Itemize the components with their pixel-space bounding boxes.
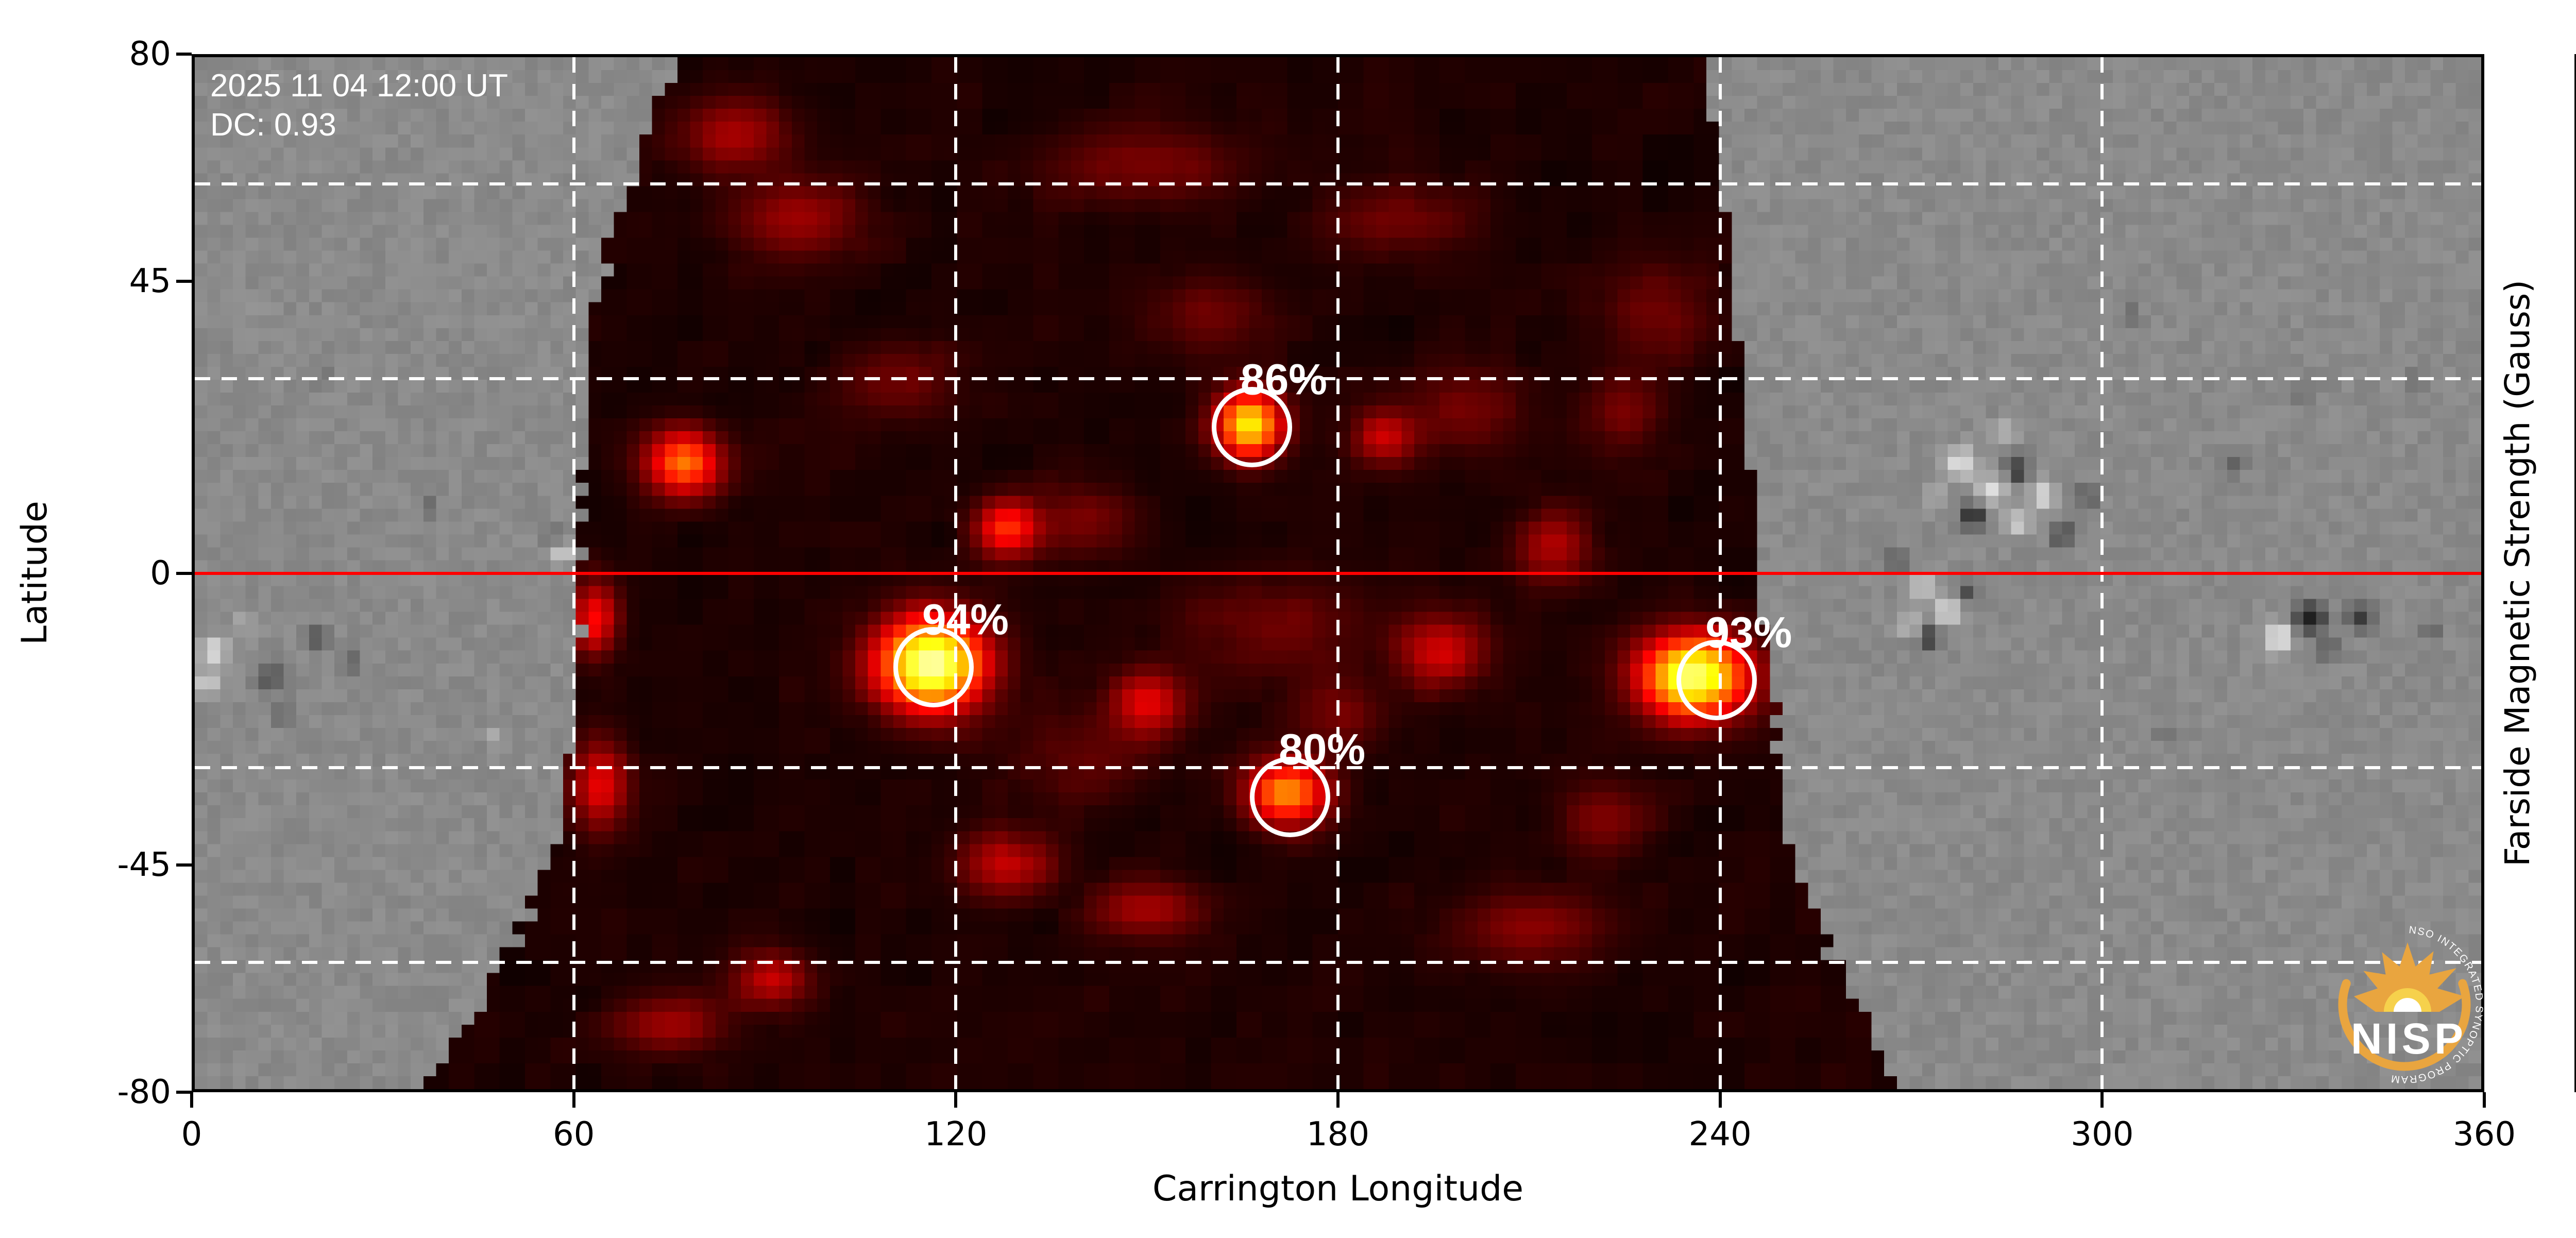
nisp-logo-sun (2354, 942, 2465, 1012)
x-tick-label-180: 180 (1306, 1115, 1370, 1154)
active-region-probability-86: 86% (1240, 355, 1327, 404)
x-axis-label: Carrington Longitude (1152, 1168, 1524, 1209)
gridline-lat--60 (195, 961, 2481, 964)
active-region-probability-94: 94% (922, 595, 1009, 644)
y-tick-mark-80 (176, 53, 192, 56)
gridline-lat-30 (195, 377, 2481, 380)
active-region-circle-80 (1250, 756, 1331, 837)
x-tick-label-120: 120 (924, 1115, 988, 1154)
active-region-circle-93 (1676, 640, 1757, 720)
y-tick-label-0: 0 (150, 554, 171, 592)
y-tick-label-80: 80 (129, 35, 171, 73)
y-tick-mark-45 (176, 279, 192, 283)
active-region-circle-86 (1211, 386, 1292, 467)
y-tick-label--45: -45 (117, 846, 171, 885)
nisp-logo-ring (2338, 979, 2471, 1071)
x-tick-label-60: 60 (552, 1115, 595, 1154)
x-tick-mark-240 (1718, 1092, 1722, 1108)
y-tick-label-45: 45 (129, 262, 171, 300)
nisp-logo-sun-core (2394, 997, 2422, 1012)
active-region-circle-94 (893, 626, 974, 707)
x-tick-mark-300 (2100, 1092, 2104, 1108)
x-tick-label-0: 0 (181, 1115, 202, 1154)
y-tick-mark--45 (176, 863, 192, 867)
active-region-probability-80: 80% (1279, 725, 1366, 774)
map-datetime-overlay: 2025 11 04 12:00 UT DC: 0.93 (210, 66, 508, 145)
x-tick-mark-360 (2483, 1092, 2486, 1108)
y-tick-label--80: -80 (117, 1073, 171, 1111)
nisp-logo: NISP NSO INTEGRATED SYNOPTIC PROGRAM (2338, 924, 2484, 1085)
equator-line (195, 571, 2481, 575)
y-tick-mark--80 (176, 1091, 192, 1094)
x-tick-mark-0 (190, 1092, 193, 1108)
gridline-lat-60 (195, 182, 2481, 185)
x-tick-mark-180 (1336, 1092, 1340, 1108)
gridline-lat--30 (195, 766, 2481, 770)
map-dc-value: DC: 0.93 (210, 107, 336, 143)
x-tick-mark-120 (954, 1092, 958, 1108)
active-region-probability-93: 93% (1705, 608, 1792, 657)
map-plot-area: 86% 94% 93% 80% 2025 11 04 12:00 UT DC: 0.9… (192, 54, 2484, 1092)
y-axis-label: Latitude (14, 501, 55, 646)
nisp-logo-flames (2354, 942, 2465, 1012)
map-datetime: 2025 11 04 12:00 UT (210, 68, 508, 104)
x-tick-label-300: 300 (2071, 1115, 2134, 1154)
x-tick-label-360: 360 (2452, 1115, 2516, 1154)
nisp-logo-text: NISP (2351, 1014, 2463, 1063)
y-tick-mark-0 (176, 571, 192, 575)
farside-colorbar-label: Farside Magnetic Strength (Gauss) (2498, 279, 2537, 867)
x-tick-mark-60 (572, 1092, 575, 1108)
x-tick-label-240: 240 (1688, 1115, 1752, 1154)
farside-colorbar (2574, 54, 2576, 1092)
